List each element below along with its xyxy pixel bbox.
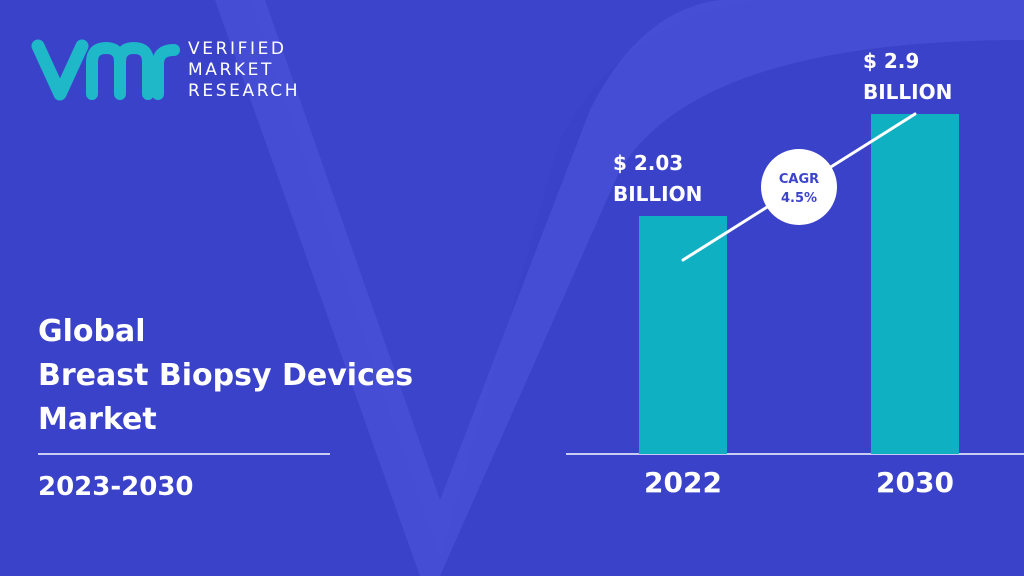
vmr-logo-icon bbox=[31, 39, 180, 101]
bar-2030 bbox=[871, 114, 959, 454]
brand-name: VERIFIED MARKET RESEARCH bbox=[188, 39, 300, 102]
title-divider bbox=[38, 453, 330, 455]
cagr-label: CAGR bbox=[779, 172, 819, 187]
value-label: BILLION bbox=[863, 80, 952, 104]
bar-2022 bbox=[639, 216, 727, 454]
title-line: Global bbox=[38, 314, 146, 349]
brand-line: VERIFIED bbox=[188, 38, 287, 59]
value-label: $ 2.03 bbox=[613, 151, 683, 175]
value-label: BILLION bbox=[613, 182, 702, 206]
brand-logo: VERIFIED MARKET RESEARCH bbox=[30, 38, 300, 102]
cagr-circle bbox=[761, 149, 837, 225]
cagr-value: 4.5% bbox=[781, 191, 817, 206]
value-label: $ 2.9 bbox=[863, 49, 919, 73]
forecast-period: 2023-2030 bbox=[38, 472, 194, 502]
cagr-badge: CAGR 4.5% bbox=[761, 149, 837, 225]
report-title: Global Breast Biopsy Devices Market bbox=[38, 310, 413, 442]
category-label: 2030 bbox=[876, 466, 954, 499]
title-line: Market bbox=[38, 402, 157, 437]
brand-line: RESEARCH bbox=[188, 80, 301, 101]
category-label: 2022 bbox=[644, 466, 722, 499]
brand-line: MARKET bbox=[188, 59, 274, 80]
title-line: Breast Biopsy Devices bbox=[38, 358, 414, 393]
